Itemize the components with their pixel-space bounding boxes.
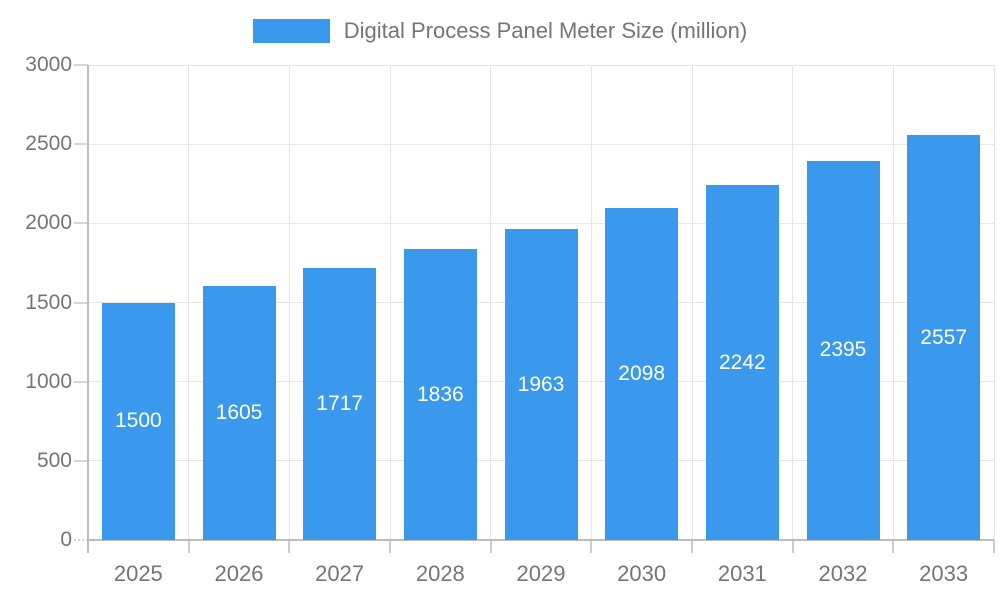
y-tick-label: 1000	[25, 369, 72, 393]
x-tick-label: 2033	[919, 561, 969, 586]
bar-value-label: 1963	[517, 372, 565, 396]
y-tick-label: 1500	[25, 290, 72, 314]
y-tick-label: 500	[36, 448, 72, 472]
y-tick-label: 0	[60, 528, 72, 551]
x-gridline	[188, 65, 190, 540]
x-tick-label: 2026	[214, 561, 264, 586]
bar-value-label: 2557	[920, 325, 968, 349]
x-axis-tick	[389, 540, 391, 553]
bar: 1717	[303, 268, 377, 540]
y-gridline	[88, 64, 994, 66]
y-axis-line	[87, 65, 89, 553]
x-axis-tick	[489, 540, 492, 553]
legend-label: Digital Process Panel Meter Size (millio…	[343, 18, 748, 43]
bar-value-label: 1717	[316, 392, 364, 416]
x-axis-tick	[691, 540, 693, 553]
x-gridline	[892, 65, 894, 540]
bar-value-label: 2395	[819, 338, 867, 362]
x-tick-label: 2029	[516, 561, 566, 586]
x-gridline	[792, 65, 794, 540]
x-tick-label: 2030	[617, 561, 667, 586]
bar: 2557	[907, 135, 981, 540]
y-axis-tick	[74, 459, 88, 462]
y-axis-tick	[74, 301, 88, 304]
legend-swatch	[252, 19, 330, 43]
x-tick-label: 2032	[818, 561, 868, 586]
bar: 1963	[504, 229, 578, 540]
x-gridline	[993, 65, 995, 540]
x-gridline	[389, 65, 391, 540]
y-gridline	[88, 222, 994, 224]
x-tick-label: 2031	[717, 561, 767, 586]
bar-value-label: 2098	[618, 361, 666, 385]
x-tick-label: 2027	[315, 561, 365, 586]
bar: 2098	[605, 207, 679, 540]
bar: 1500	[101, 302, 175, 540]
x-gridline	[490, 65, 492, 540]
y-gridline	[88, 143, 994, 145]
x-gridline	[590, 65, 592, 540]
x-axis-tick	[791, 540, 794, 553]
x-axis-tick	[187, 540, 190, 553]
bar: 1605	[202, 285, 276, 540]
x-axis-tick	[993, 540, 995, 553]
bar-value-label: 1605	[215, 400, 263, 424]
bar-value-label: 1500	[114, 409, 162, 433]
y-axis-tick	[74, 143, 88, 146]
x-axis-line	[88, 539, 994, 541]
bar: 1836	[403, 249, 477, 540]
x-gridline	[691, 65, 693, 540]
y-axis-tick	[74, 380, 88, 383]
x-tick-label: 2028	[415, 561, 465, 586]
x-axis-tick	[590, 540, 593, 553]
bar-value-label: 1836	[416, 382, 464, 406]
y-axis-tick	[74, 64, 88, 66]
x-axis-tick	[892, 540, 895, 553]
bar: 2395	[806, 160, 880, 540]
y-tick-label: 2500	[25, 132, 72, 156]
y-tick-label: 2000	[25, 211, 72, 235]
bar-value-label: 2242	[718, 350, 766, 374]
legend[interactable]: Digital Process Panel Meter Size (millio…	[0, 18, 1000, 44]
y-axis-tick	[74, 222, 88, 225]
x-tick-label: 2025	[113, 561, 163, 586]
x-gridline	[288, 65, 290, 540]
y-tick-label: 3000	[25, 53, 72, 76]
bar: 2242	[705, 185, 779, 540]
y-axis-tick	[74, 539, 88, 541]
x-axis-tick	[288, 540, 291, 553]
